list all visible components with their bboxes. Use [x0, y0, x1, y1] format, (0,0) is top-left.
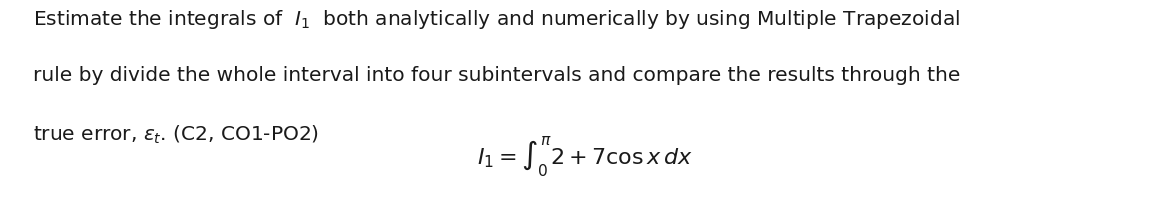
Text: $I_1 = \int_0^{\pi} 2 + 7\cos x\, dx$: $I_1 = \int_0^{\pi} 2 + 7\cos x\, dx$ [478, 135, 693, 179]
Text: true error, $\varepsilon_t$. (C2, CO1-PO2): true error, $\varepsilon_t$. (C2, CO1-PO… [33, 123, 319, 146]
Text: Estimate the integrals of  $I_1$  both analytically and numerically by using Mul: Estimate the integrals of $I_1$ both ana… [33, 8, 960, 31]
Text: rule by divide the whole interval into four subintervals and compare the results: rule by divide the whole interval into f… [33, 66, 960, 85]
